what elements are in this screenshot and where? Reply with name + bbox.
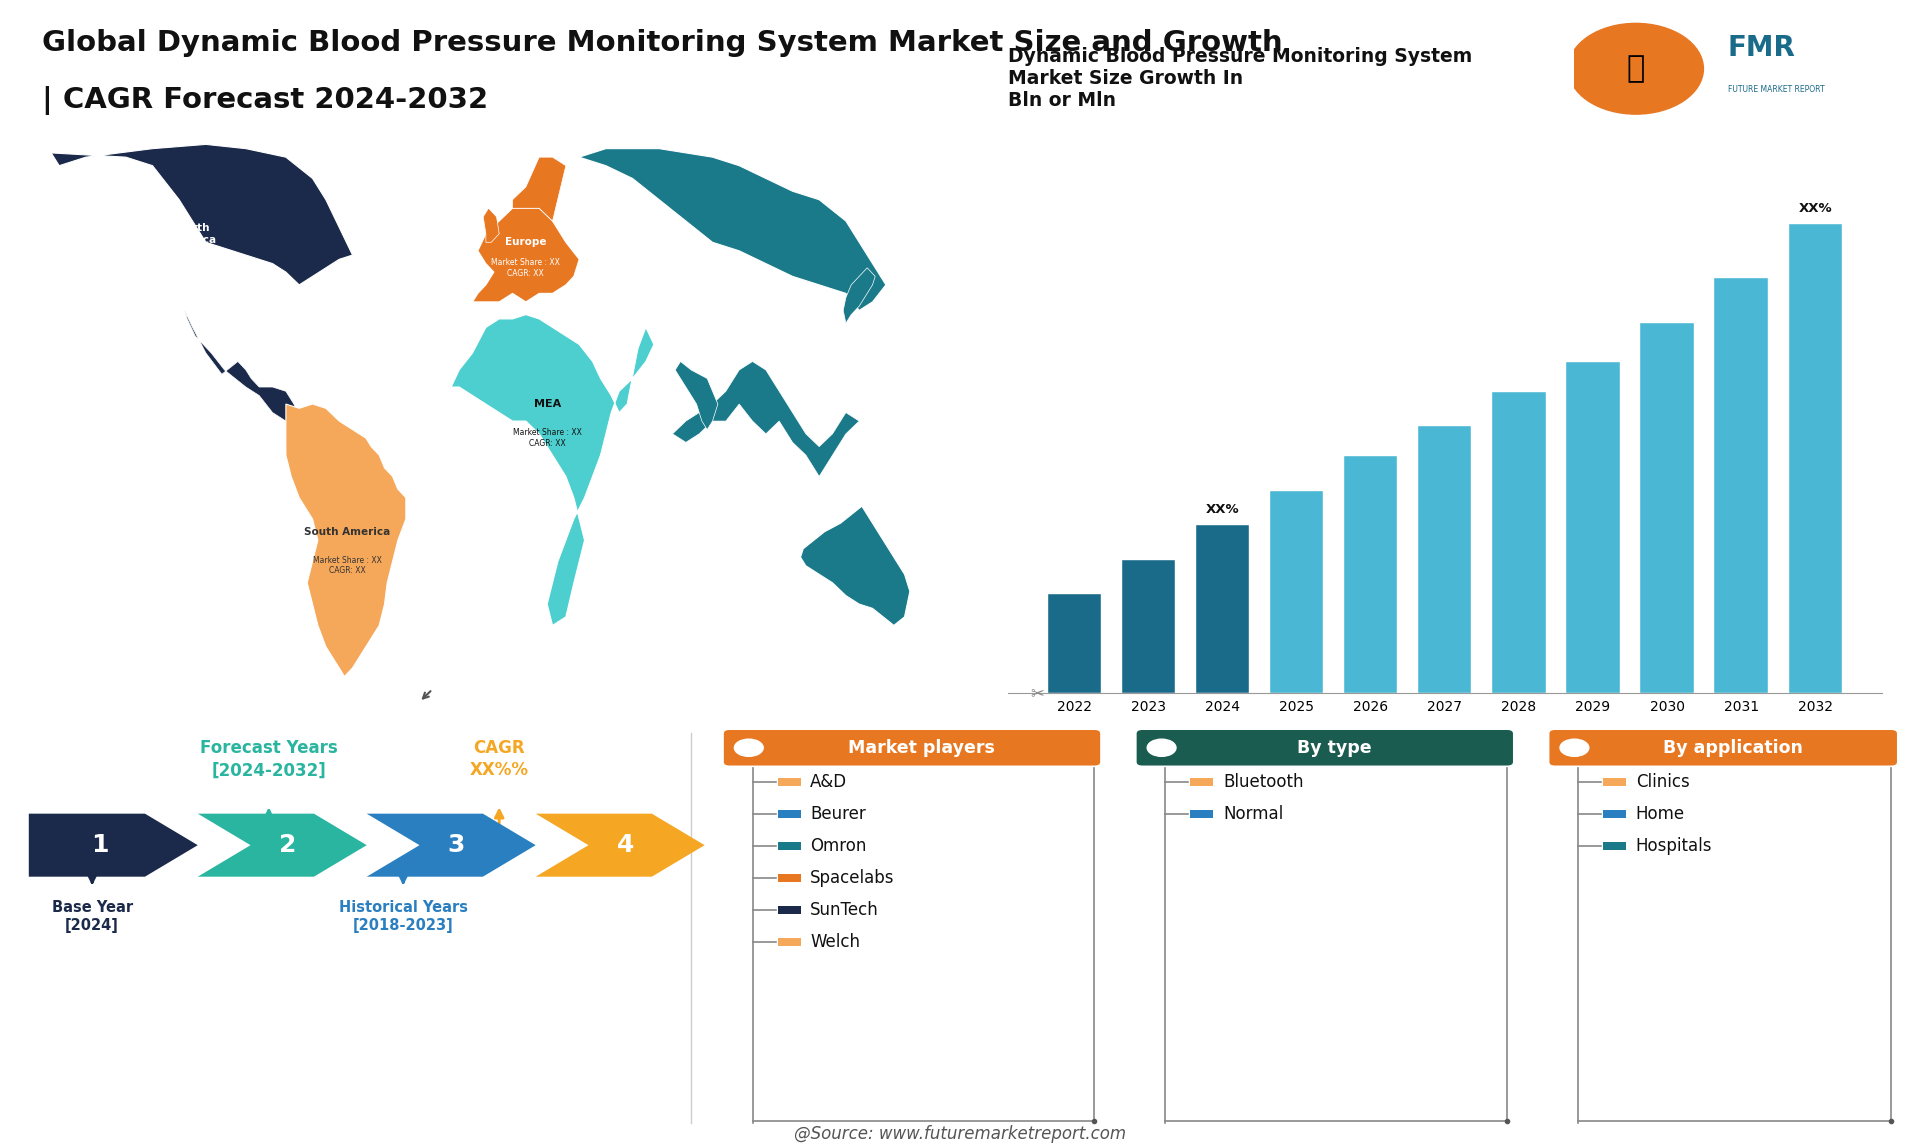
FancyBboxPatch shape <box>1603 778 1626 786</box>
Text: Base Year
[2024]: Base Year [2024] <box>52 900 132 933</box>
Text: A&D: A&D <box>810 772 847 791</box>
Text: Omron: Omron <box>810 837 866 855</box>
Text: Dynamic Blood Pressure Monitoring System
Market Size Growth In
Bln or Mln: Dynamic Blood Pressure Monitoring System… <box>1008 47 1473 110</box>
FancyBboxPatch shape <box>1137 730 1513 766</box>
Text: Spacelabs: Spacelabs <box>810 869 895 887</box>
Polygon shape <box>513 157 566 221</box>
Bar <box>1121 560 1175 693</box>
Text: Forecast Years
[2024-2032]: Forecast Years [2024-2032] <box>200 739 338 779</box>
FancyBboxPatch shape <box>778 810 801 818</box>
FancyBboxPatch shape <box>724 730 1100 766</box>
Text: Beurer: Beurer <box>810 804 866 823</box>
Text: Market Share : XX
CAGR: XX: Market Share : XX CAGR: XX <box>492 258 561 277</box>
Polygon shape <box>484 209 499 242</box>
Text: Welch: Welch <box>810 933 860 951</box>
Text: 4: 4 <box>616 833 634 857</box>
Polygon shape <box>286 405 405 676</box>
Polygon shape <box>198 814 367 877</box>
Polygon shape <box>472 209 580 301</box>
Polygon shape <box>676 361 718 430</box>
Text: By application: By application <box>1663 739 1803 756</box>
Text: Europe: Europe <box>505 237 547 248</box>
Polygon shape <box>801 507 910 626</box>
Polygon shape <box>451 315 655 626</box>
Polygon shape <box>843 268 876 323</box>
Bar <box>1269 490 1323 693</box>
FancyBboxPatch shape <box>778 874 801 882</box>
Bar <box>1789 223 1841 693</box>
Bar <box>1715 278 1768 693</box>
FancyBboxPatch shape <box>1190 810 1213 818</box>
Text: Global Dynamic Blood Pressure Monitoring System Market Size and Growth: Global Dynamic Blood Pressure Monitoring… <box>42 29 1283 56</box>
Text: XX%: XX% <box>1799 202 1832 214</box>
FancyBboxPatch shape <box>1549 730 1897 766</box>
FancyBboxPatch shape <box>1603 810 1626 818</box>
Text: By type: By type <box>1298 739 1371 756</box>
Bar <box>1492 392 1546 693</box>
Circle shape <box>1559 739 1590 756</box>
Text: Market players: Market players <box>849 739 995 756</box>
Text: Bluetooth: Bluetooth <box>1223 772 1304 791</box>
Text: 🏃: 🏃 <box>1626 54 1645 84</box>
Text: Market Share : XX
CAGR: XX: Market Share : XX CAGR: XX <box>718 305 787 324</box>
Text: | CAGR Forecast 2024-2032: | CAGR Forecast 2024-2032 <box>42 86 488 115</box>
Polygon shape <box>672 361 860 477</box>
Text: XX%: XX% <box>1206 503 1240 517</box>
Text: Market Share : XX
CAGR: XX: Market Share : XX CAGR: XX <box>313 556 382 575</box>
Text: South America: South America <box>303 527 390 536</box>
Bar <box>1048 595 1100 693</box>
Text: MEA: MEA <box>534 399 561 409</box>
FancyBboxPatch shape <box>778 841 801 850</box>
Circle shape <box>1569 23 1703 115</box>
Text: ✂: ✂ <box>1029 684 1044 702</box>
Text: @Source: www.futuremarketreport.com: @Source: www.futuremarketreport.com <box>795 1124 1125 1143</box>
Bar <box>1196 525 1250 693</box>
FancyBboxPatch shape <box>778 905 801 915</box>
Bar <box>1344 456 1398 693</box>
Text: Hospitals: Hospitals <box>1636 837 1713 855</box>
Text: Clinics: Clinics <box>1636 772 1690 791</box>
Text: Asia Pacific: Asia Pacific <box>718 280 785 290</box>
Polygon shape <box>52 144 353 285</box>
Polygon shape <box>29 814 198 877</box>
FancyBboxPatch shape <box>778 937 801 947</box>
Polygon shape <box>184 311 300 421</box>
Polygon shape <box>580 149 885 311</box>
Text: Home: Home <box>1636 804 1686 823</box>
FancyBboxPatch shape <box>778 778 801 786</box>
Bar <box>1640 322 1693 693</box>
Bar <box>1419 426 1471 693</box>
Circle shape <box>733 739 762 756</box>
Text: FMR: FMR <box>1728 34 1795 62</box>
FancyBboxPatch shape <box>1190 778 1213 786</box>
Text: 1: 1 <box>92 833 109 857</box>
Circle shape <box>1146 739 1175 756</box>
Text: 3: 3 <box>447 833 465 857</box>
Text: FUTURE MARKET REPORT: FUTURE MARKET REPORT <box>1728 85 1824 94</box>
Text: Historical Years
[2018-2023]: Historical Years [2018-2023] <box>338 900 468 933</box>
Bar <box>1567 362 1620 693</box>
Text: 2: 2 <box>278 833 296 857</box>
Polygon shape <box>536 814 705 877</box>
Text: Normal: Normal <box>1223 804 1283 823</box>
Text: SunTech: SunTech <box>810 901 879 919</box>
Polygon shape <box>367 814 536 877</box>
Text: North
America: North America <box>169 223 217 244</box>
Text: Market Share : XX
CAGR: XX: Market Share : XX CAGR: XX <box>157 262 227 282</box>
Text: CAGR
XX%%: CAGR XX%% <box>470 739 528 779</box>
Text: Market Share : XX
CAGR: XX: Market Share : XX CAGR: XX <box>513 429 582 448</box>
FancyBboxPatch shape <box>1603 841 1626 850</box>
